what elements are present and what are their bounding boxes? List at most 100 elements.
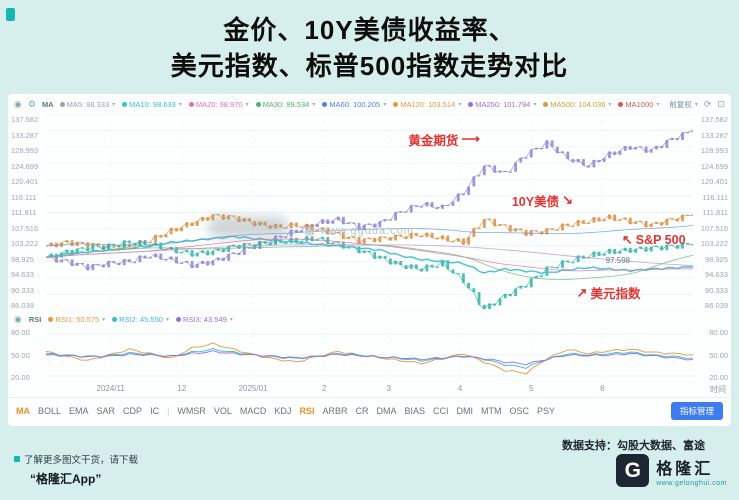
indicator-tab-bias[interactable]: BIAS <box>404 405 425 416</box>
y-axis-tick: 20.00 <box>709 373 728 382</box>
ma-indicator-label: MA60: 100.205 <box>329 99 381 109</box>
indicator-tab-ma[interactable]: MA <box>16 405 30 416</box>
indicator-tab-arbr[interactable]: ARBR <box>322 405 348 416</box>
rsi-indicator-item[interactable]: RSI1: 50.575 ▾ <box>48 315 105 324</box>
rsi-indicator-item[interactable]: RSI3: 43.549 ▾ <box>175 315 233 324</box>
ma-indicator-color-dot <box>188 101 194 107</box>
ma-indicator-color-dot <box>468 101 474 107</box>
indicator-tab-ema[interactable]: EMA <box>69 405 89 416</box>
eye-icon[interactable]: ◉ <box>14 313 22 324</box>
ma-indicator-item[interactable]: MA10: 98.633 ▾ <box>122 100 182 109</box>
annotation-sp-label: S&P 500 <box>635 233 686 248</box>
y-axis-tick: 98.925 <box>705 254 728 264</box>
indicator-tabbar: MA BOLL EMA SAR CDP IC | WMSR VOL MACD KDJ RSI ARBR C… <box>8 397 731 423</box>
rsi-indicator-item[interactable]: RSI2: 45.550 ▾ <box>112 315 169 324</box>
ma-indicator-item[interactable]: MA60: 100.205 ▾ <box>322 100 386 109</box>
brand-url: www.gelonghui.com <box>656 479 727 487</box>
arrow-right-icon: ⟶ <box>461 131 480 147</box>
rsi-chart-svg <box>46 327 693 383</box>
main-chart-area[interactable]: ▦ www.gguda.com 黄金期货 ⟶ 10Y美债 ↘ ↖ S&P 500… <box>46 114 693 311</box>
annotation-usd-index: ↗ 美元指数 <box>577 283 641 302</box>
ma-indicator-color-dot <box>255 101 261 107</box>
indicator-tab-osc[interactable]: OSC <box>509 405 529 416</box>
ma-indicator-item[interactable]: MA5: 98.333 ▾ <box>59 99 116 109</box>
annotation-gold-futures: 黄金期货 ⟶ <box>408 130 480 149</box>
watermark-logo-icon: ▦ <box>304 225 317 238</box>
chevron-down-icon: ▾ <box>608 101 612 108</box>
y-axis-tick: 111.811 <box>11 208 37 217</box>
adjust-type-label: 前复权 <box>669 99 692 109</box>
y-axis-tick: 98.925 <box>11 254 34 264</box>
x-axis-tick: 4 <box>457 384 463 393</box>
x-axis-tick: 6 <box>600 384 605 393</box>
arrow-up-left-icon: ↖ <box>621 232 633 248</box>
rsi-toolbar: ◉ RSI RSI1: 50.575 ▾ RSI2: 45.550 ▾ RSI3: 43… <box>8 311 731 327</box>
ma-indicator-item[interactable]: MA120: 103.514 ▾ <box>393 100 461 109</box>
indicator-tab-boll[interactable]: BOLL <box>38 405 62 416</box>
promo-text: 了解更多图文干货，请下载 <box>24 455 139 466</box>
arrow-up-right-icon: ↗ <box>576 284 588 300</box>
adjust-type-dropdown[interactable]: 前复权 ▾ <box>669 99 698 110</box>
rsi-indicator-list: RSI1: 50.575 ▾ RSI2: 45.550 ▾ RSI3: 43.549 ▾ <box>48 315 233 324</box>
indicator-tab-dmi[interactable]: DMI <box>456 405 473 416</box>
indicator-tab-macd[interactable]: MACD <box>239 405 267 416</box>
chevron-down-icon: ▾ <box>178 101 182 108</box>
chevron-down-icon: ▾ <box>112 101 116 108</box>
x-axis-tick: 5 <box>529 384 534 393</box>
brand-g-letter: G <box>624 458 641 482</box>
y-axis-tick: 107.516 <box>11 223 39 233</box>
indicator-tab-vol[interactable]: VOL <box>213 405 232 416</box>
indicator-tab-kdj[interactable]: KDJ <box>274 405 292 416</box>
decoration-bullet <box>14 456 20 462</box>
indicator-tab-cdp[interactable]: CDP <box>123 405 143 416</box>
watermark-text: www.gguda.com <box>320 224 414 237</box>
x-axis-tick: 2024/11 <box>96 384 125 393</box>
y-axis-tick: 124.699 <box>700 161 728 171</box>
rsi-group-label: RSI <box>28 314 42 324</box>
refresh-icon[interactable]: ⟳ <box>703 98 712 109</box>
y-axis-tick: 111.811 <box>702 208 728 217</box>
indicator-tab-dma[interactable]: DMA <box>376 405 397 416</box>
indicator-tab-psy[interactable]: PSY <box>537 405 556 416</box>
ma-indicator-item[interactable]: MA500: 104.036 ▾ <box>543 100 611 109</box>
brand-name: 格隆汇 <box>656 460 714 478</box>
indicator-tab-ic[interactable]: IC <box>150 405 160 416</box>
toolbar-right: 前复权 ▾ ⟳ ⊡ <box>669 99 725 110</box>
ma-indicator-item[interactable]: MA1000 ▾ <box>618 100 659 109</box>
rsi-chart-section: 80.00 50.00 20.00 80.00 50.00 20.00 <box>8 327 731 383</box>
indicator-manage-button[interactable]: 指标管理 <box>670 401 723 420</box>
eye-icon[interactable]: ◉ <box>14 98 22 109</box>
y-axis-tick: 120.401 <box>700 177 728 186</box>
indicator-tab-sar[interactable]: SAR <box>96 405 116 416</box>
ma-indicator-label: MA1000 <box>625 99 654 109</box>
expand-icon[interactable]: ⊡ <box>717 98 725 109</box>
indicator-tab-wmsr[interactable]: WMSR <box>177 405 206 416</box>
x-axis-tick: 3 <box>386 384 392 393</box>
indicator-tab-cci[interactable]: CCI <box>432 405 449 416</box>
indicator-tab-cr[interactable]: CR <box>355 405 369 416</box>
rsi-chart-area[interactable] <box>46 327 693 383</box>
y-axis-tick: 20.00 <box>11 373 30 382</box>
main-chart-section: 137.582 133.287 128.993 124.699 120.401 116.1… <box>8 114 731 311</box>
y-axis-left: 137.582 133.287 128.993 124.699 120.401 116.1… <box>8 114 46 311</box>
gear-icon[interactable]: ⚙ <box>27 98 36 109</box>
y-axis-tick: 80.00 <box>11 328 30 337</box>
indicator-tab-mtm[interactable]: MTM <box>480 405 502 416</box>
y-axis-tick: 103.222 <box>11 239 39 248</box>
indicator-tab-rsi[interactable]: RSI <box>299 405 315 416</box>
rsi-indicator-label: RSI2: 45.550 <box>119 314 163 324</box>
ma-indicator-color-dot <box>122 101 128 107</box>
ma-indicator-label: MA5: 98.333 <box>66 99 110 109</box>
ma-indicator-item[interactable]: MA30: 99.534 ▾ <box>255 100 315 109</box>
y-axis-tick: 133.287 <box>11 130 39 140</box>
ma-toolbar: ◉ ⚙ MA MA5: 98.333 ▾ MA10: 98.633 ▾ MA20: 98… <box>8 94 731 114</box>
indicator-tabs: MA BOLL EMA SAR CDP IC | WMSR VOL MACD KDJ RSI ARBR C… <box>16 406 671 416</box>
data-support-note: 数据支持：勾股大数据、富途 <box>562 440 705 452</box>
brand-g-icon: G <box>616 454 650 487</box>
ma-indicator-item[interactable]: MA250: 101.794 ▾ <box>468 100 536 109</box>
blur-smudge <box>207 216 288 239</box>
annotation-sp500: ↖ S&P 500 <box>622 232 686 248</box>
y-axis-tick: 128.993 <box>700 146 728 155</box>
ma-indicator-item[interactable]: MA20: 98.970 ▾ <box>188 100 249 109</box>
